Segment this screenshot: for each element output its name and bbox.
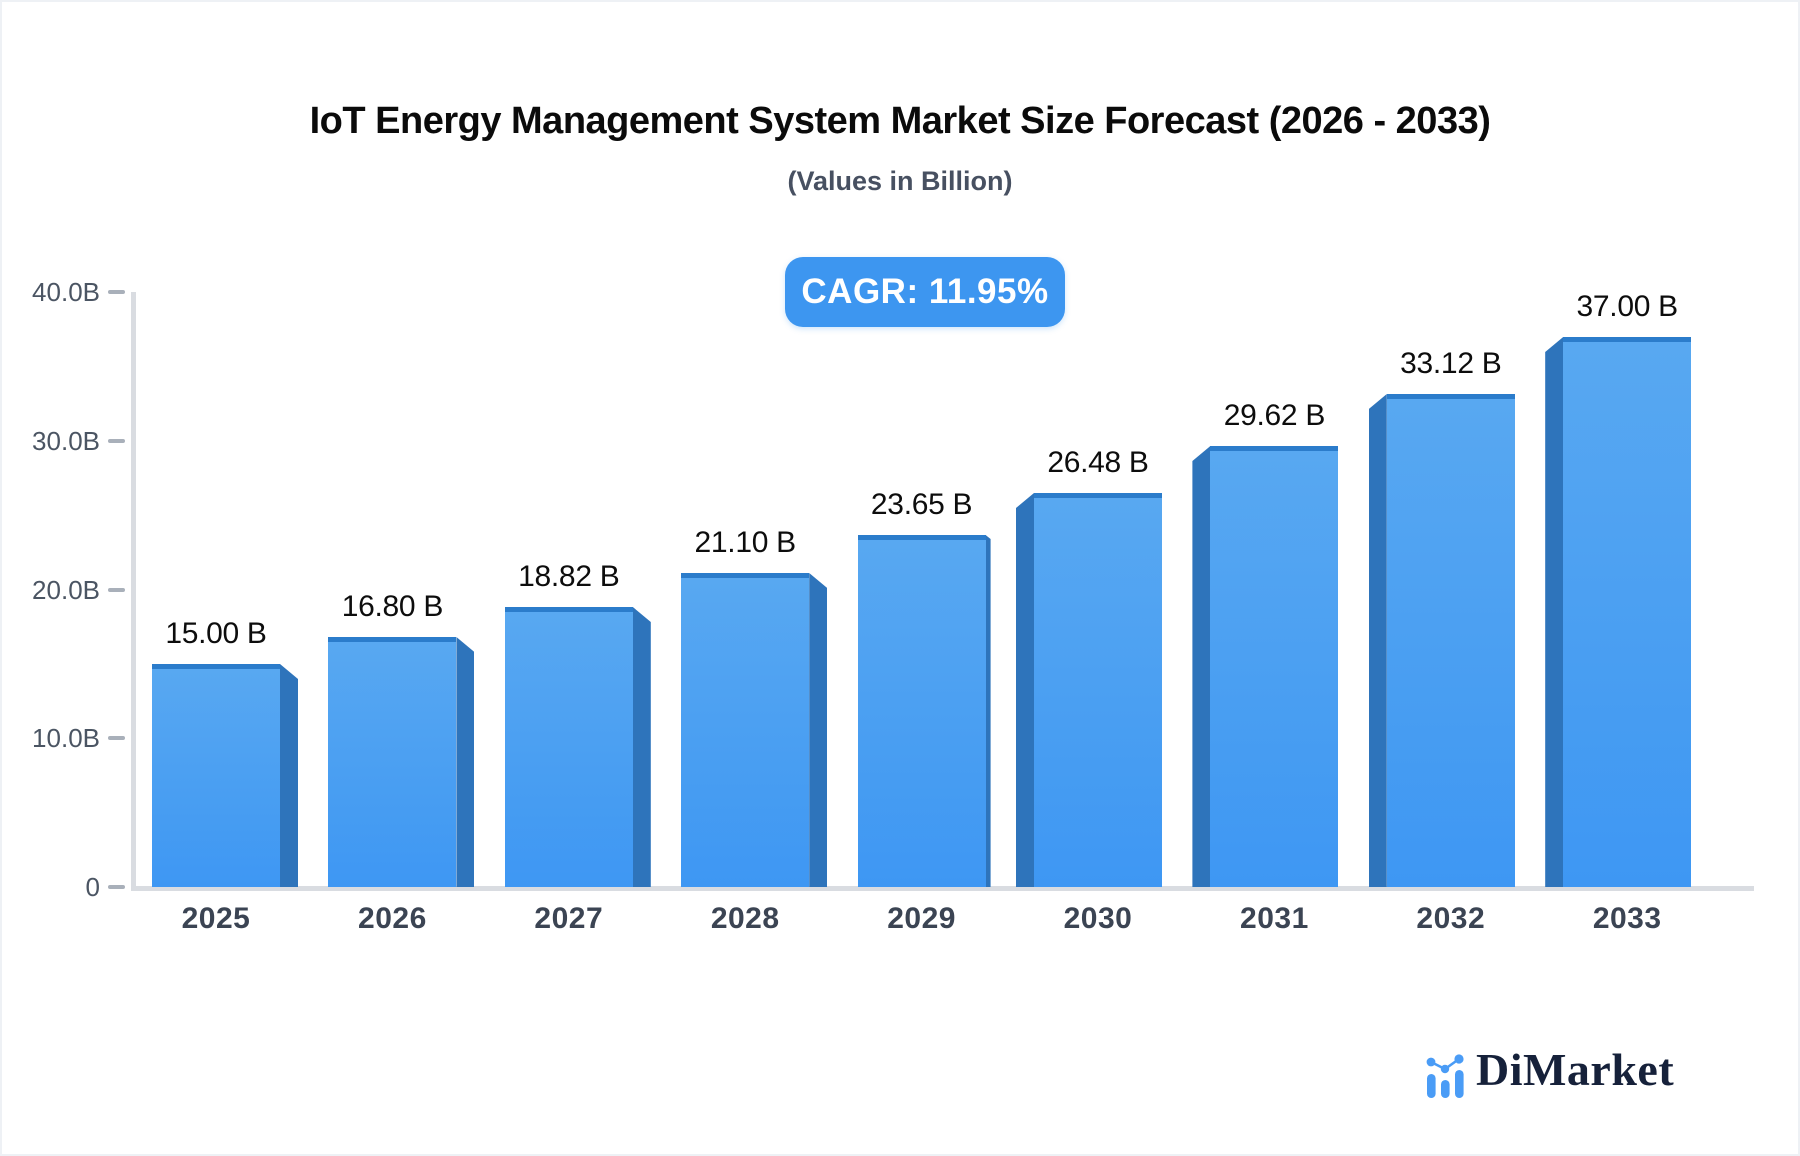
bar-value-label: 15.00 B [165,617,267,650]
bar-side-face [1016,493,1034,887]
bar-side-face [280,664,298,887]
chart-subtitle: (Values in Billion) [787,166,1013,196]
x-axis-label: 2028 [710,902,780,935]
y-axis-line [131,292,136,887]
x-axis-baseline [131,886,1754,891]
bar [1563,337,1692,887]
chart-title: IoT Energy Management System Market Size… [309,100,1491,142]
x-axis-label: 2027 [534,902,604,935]
brand-logo: DiMarket [1426,1044,1674,1100]
bar [1210,446,1339,887]
bar-value-label: 21.10 B [694,526,797,559]
bar-side-face [1545,337,1564,887]
bar-value-label: 29.62 B [1223,399,1326,432]
bar-group [1192,446,1339,887]
bar-value-label: 18.82 B [518,560,620,593]
y-axis-tick [108,736,125,741]
y-axis-tick-label: 10.0B [32,723,100,754]
y-axis-tick-label: 20.0B [32,574,100,605]
bar-group [857,535,991,887]
bar-side-face [1192,446,1211,887]
x-axis-label: 2030 [1063,902,1133,935]
bar-group [681,573,828,887]
bar-side-face [456,637,475,887]
bar-group [504,607,651,887]
y-axis-tick [108,587,125,592]
y-axis-tick-label: 30.0B [32,425,100,456]
y-axis-tick-label: 40.0B [32,277,100,307]
y-axis-tick [108,290,125,294]
y-axis-tick [108,438,125,443]
bar [857,535,986,887]
x-axis-label: 2026 [358,902,427,935]
bar [504,607,633,887]
bar-value-label: 23.65 B [870,488,973,521]
bar-side-face [1368,394,1387,887]
x-axis-label: 2029 [887,902,956,935]
bar [1386,394,1515,887]
bar-group [1368,394,1515,887]
x-axis-label: 2025 [181,902,251,935]
bar-value-label: 33.12 B [1400,347,1502,380]
bar [328,637,457,887]
bar-chart-logo-icon [1426,1054,1464,1098]
brand-name: DiMarket [1476,1044,1675,1095]
x-axis-label: 2032 [1416,902,1486,935]
y-axis-tick [108,885,125,889]
y-axis-tick-label: 0 [85,872,100,902]
bar-value-label: 37.00 B [1576,290,1679,323]
bar-value-label: 16.80 B [341,590,444,623]
bar [152,664,280,887]
bar-group [1016,493,1162,887]
bar [1034,493,1162,887]
bar-group [328,637,475,887]
bar-side-face [985,535,991,887]
bar-group [1545,337,1692,887]
cagr-badge: CAGR: 11.95% [785,257,1065,327]
cagr-badge-label: CAGR: 11.95% [801,272,1049,311]
bar-group [152,664,298,887]
bar-value-label: 26.48 B [1047,446,1149,479]
bar-side-face [809,573,828,887]
x-axis-label: 2031 [1240,902,1309,935]
bar-side-face [632,607,651,887]
x-axis-label: 2033 [1592,902,1662,935]
bar [681,573,810,887]
